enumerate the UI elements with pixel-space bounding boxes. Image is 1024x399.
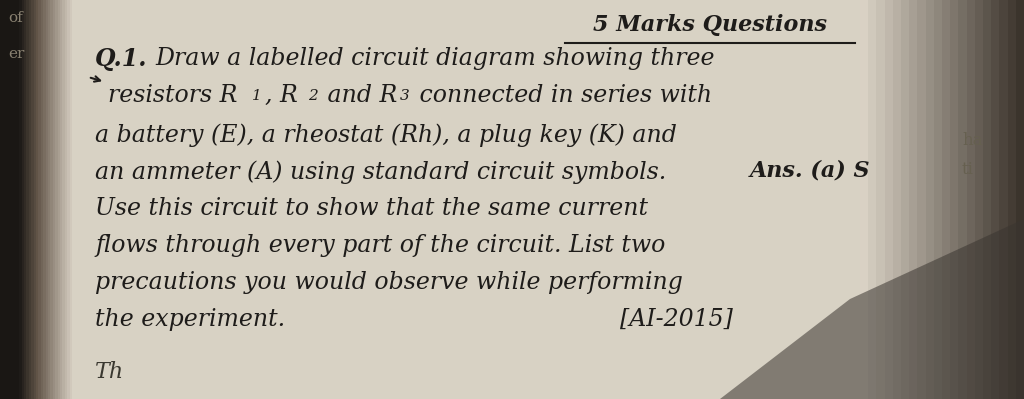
Bar xyxy=(57,0,61,399)
Bar xyxy=(24,0,28,399)
Bar xyxy=(65,0,69,399)
Bar xyxy=(41,0,44,399)
Bar xyxy=(36,0,39,399)
Text: the experiment.: the experiment. xyxy=(95,308,285,331)
Bar xyxy=(12,0,15,399)
Bar xyxy=(868,0,878,399)
Text: 5 Marks Questions: 5 Marks Questions xyxy=(593,14,827,36)
Bar xyxy=(19,0,23,399)
Bar xyxy=(967,0,976,399)
Text: Draw a labelled circuit diagram showing three: Draw a labelled circuit diagram showing … xyxy=(155,47,715,70)
Bar xyxy=(39,0,42,399)
Bar xyxy=(62,0,66,399)
Text: 1: 1 xyxy=(252,89,262,103)
Bar xyxy=(72,0,922,399)
Text: a battery (E), a rheostat (Rh), a plug key (K) and: a battery (E), a rheostat (Rh), a plug k… xyxy=(95,123,677,146)
Bar xyxy=(918,0,927,399)
Bar xyxy=(5,0,8,399)
Bar xyxy=(50,0,54,399)
Bar xyxy=(68,0,71,399)
Bar xyxy=(31,0,35,399)
Bar xyxy=(55,0,58,399)
Text: Q.1.: Q.1. xyxy=(95,47,147,71)
Polygon shape xyxy=(720,219,1024,399)
Text: Use this circuit to show that the same current: Use this circuit to show that the same c… xyxy=(95,197,648,220)
Text: er: er xyxy=(8,47,25,61)
Bar xyxy=(991,0,1000,399)
Bar xyxy=(60,0,63,399)
Bar xyxy=(909,0,919,399)
Text: of: of xyxy=(8,11,23,25)
Bar xyxy=(942,0,951,399)
Bar xyxy=(70,0,73,399)
Bar xyxy=(1016,0,1024,399)
Text: flows through every part of the circuit. List two: flows through every part of the circuit.… xyxy=(95,234,666,257)
Bar xyxy=(14,0,17,399)
Bar xyxy=(901,0,910,399)
Bar xyxy=(16,0,20,399)
Bar xyxy=(893,0,902,399)
Text: connected in series with: connected in series with xyxy=(412,84,712,107)
Bar xyxy=(29,0,32,399)
Text: an ammeter (A) using standard circuit symbols.: an ammeter (A) using standard circuit sy… xyxy=(95,160,667,184)
Text: and R: and R xyxy=(319,84,397,107)
Bar xyxy=(34,0,37,399)
Text: 3: 3 xyxy=(400,89,410,103)
Bar xyxy=(999,0,1009,399)
Bar xyxy=(2,0,6,399)
Bar xyxy=(22,0,25,399)
Text: 2: 2 xyxy=(308,89,317,103)
Bar xyxy=(983,0,992,399)
Bar xyxy=(46,0,49,399)
Bar xyxy=(934,0,943,399)
Text: resistors R: resistors R xyxy=(108,84,238,107)
Bar xyxy=(9,0,13,399)
Text: [AI-2015]: [AI-2015] xyxy=(620,308,733,331)
Bar xyxy=(877,0,886,399)
Text: Th: Th xyxy=(95,361,124,383)
Bar xyxy=(43,0,47,399)
Text: precautions you would observe while performing: precautions you would observe while perf… xyxy=(95,271,683,294)
Bar xyxy=(27,0,30,399)
Text: Ans. (a) S: Ans. (a) S xyxy=(750,160,870,182)
Bar xyxy=(53,0,56,399)
Text: , R: , R xyxy=(265,84,298,107)
Bar xyxy=(0,0,3,399)
Bar xyxy=(926,0,935,399)
Bar xyxy=(950,0,959,399)
Bar xyxy=(885,0,894,399)
Bar xyxy=(975,0,984,399)
Bar xyxy=(1008,0,1017,399)
Bar xyxy=(958,0,968,399)
Bar xyxy=(860,0,869,399)
Text: ha: ha xyxy=(962,132,982,149)
Text: ti: ti xyxy=(962,161,974,178)
Bar xyxy=(7,0,10,399)
Bar xyxy=(48,0,51,399)
